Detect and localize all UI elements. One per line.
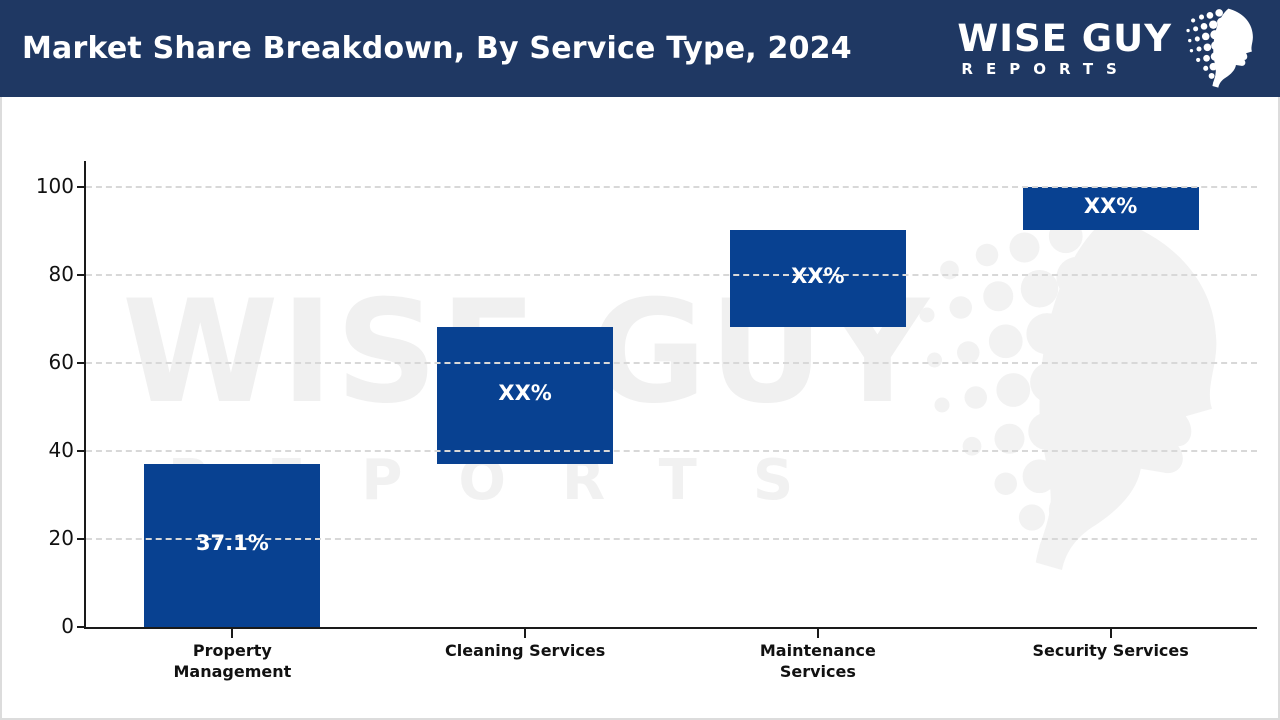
wiseguy-head-icon: [1186, 8, 1253, 88]
gridline-y100: [86, 186, 1257, 188]
wiseguy-head-watermark: [919, 217, 1217, 570]
ytick-label: 40: [48, 438, 74, 462]
ytick-mark: [77, 362, 86, 364]
bar-value-label: XX%: [1083, 194, 1138, 219]
chart-title: Market Share Breakdown, By Service Type,…: [22, 31, 852, 66]
gridline-y40: [86, 450, 1257, 452]
bar-segment: [729, 229, 906, 327]
logo-wordmark: WISE GUY: [957, 16, 1172, 60]
xtick-mark: [816, 629, 819, 638]
xtick-mark: [231, 629, 234, 638]
gridline-y60: [86, 362, 1257, 364]
ytick-label: 20: [48, 526, 74, 550]
bar-value-label: 37.1%: [195, 531, 269, 556]
ytick-mark: [77, 626, 86, 628]
ytick-mark: [77, 538, 86, 540]
category-label: Cleaning Services: [445, 641, 606, 660]
header-banner: Market Share Breakdown, By Service Type,…: [0, 0, 1280, 97]
gridline-y20: [86, 538, 1257, 540]
ytick-label: 80: [48, 262, 74, 286]
xtick-mark: [1109, 629, 1112, 638]
bar-segment: [1022, 187, 1199, 230]
y-axis-spine: [84, 161, 86, 629]
bar-value-label: XX%: [791, 264, 845, 289]
logo-text: WISE GUY REPORTS: [957, 16, 1172, 78]
ytick-label: 100: [35, 174, 74, 198]
ytick-label: 0: [61, 614, 74, 638]
ytick-mark: [77, 186, 86, 188]
x-axis-spine: [84, 627, 1257, 629]
wiseguy-logo: WISE GUY REPORTS: [957, 7, 1280, 91]
ytick-mark: [77, 450, 86, 452]
gridline-y80: [86, 274, 1257, 276]
xtick-mark: [524, 629, 527, 638]
category-label: Security Services: [1032, 641, 1189, 660]
category-label: Property Management: [173, 641, 292, 681]
ytick-label: 60: [48, 350, 74, 374]
bar-segment: [144, 463, 321, 627]
logo-subtext: REPORTS: [961, 59, 1130, 78]
ytick-mark: [77, 274, 86, 276]
bar-segment: [437, 326, 614, 464]
bar-value-label: XX%: [498, 381, 552, 406]
category-label: Maintenance Services: [759, 641, 876, 681]
